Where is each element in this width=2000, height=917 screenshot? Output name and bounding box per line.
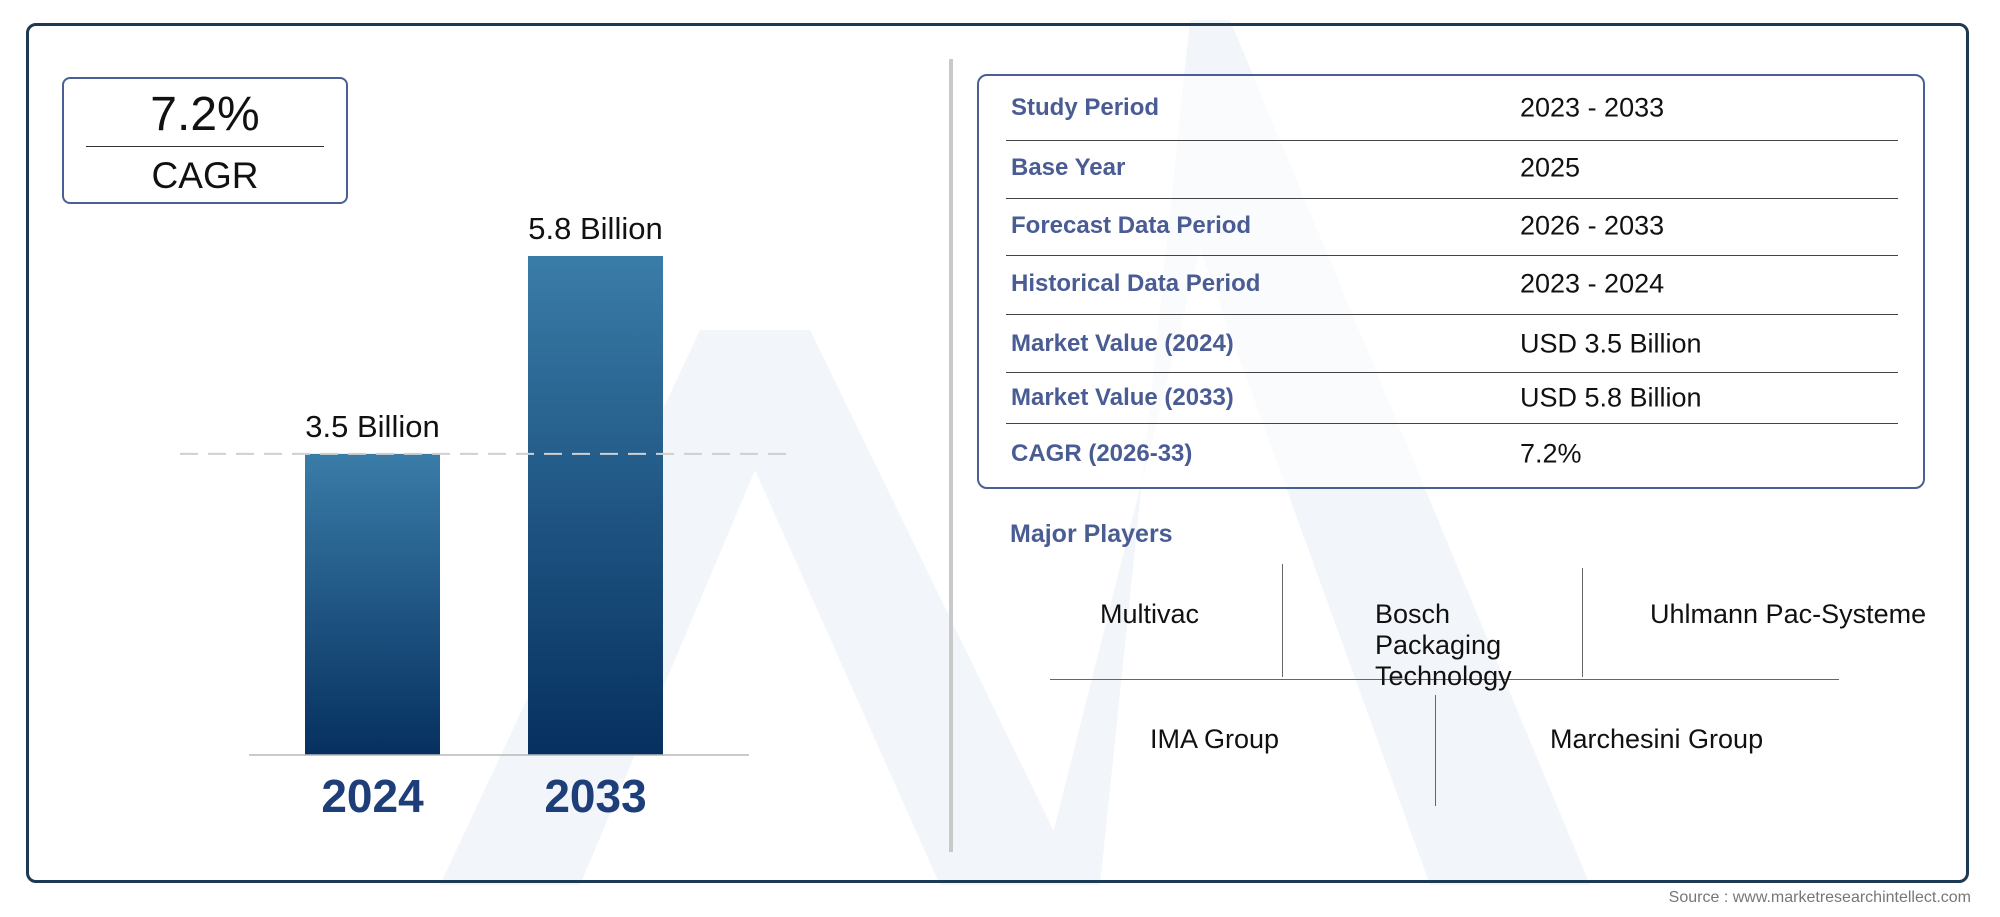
section-divider [949,59,953,852]
bar-2033 [528,256,663,755]
table-row-value: 2025 [1520,152,1581,183]
players-grid-vertical-line [1282,564,1283,677]
bar-2024 [305,453,440,755]
source-credit: Source : www.marketresearchintellect.com [1668,889,1971,906]
players-grid-vertical-line [1582,568,1583,677]
x-tick-label: 2024 [321,770,424,822]
player-bosch: Bosch Packaging Technology [1375,599,1512,691]
table-row-value: USD 5.8 Billion [1520,382,1702,413]
table-row-value: 2023 - 2024 [1520,268,1665,299]
cagr-value: 7.2% [150,88,260,141]
outer-frame [26,23,1969,883]
cagr-card: 7.2% CAGR [62,77,348,204]
table-row-label: Forecast Data Period [1011,212,1252,239]
table-row-value: 2023 - 2033 [1520,92,1665,123]
market-bar-chart: 3.5 Billion 2024 5.8 Billion 2033 [180,211,788,822]
table-row-divider [1006,255,1898,256]
table-row-label: Market Value (2024) [1011,330,1234,357]
bar-data-label: 3.5 Billion [305,409,439,444]
bar-data-label: 5.8 Billion [528,211,662,246]
table-row-divider [1006,198,1898,199]
major-players-title: Major Players [1010,520,1173,548]
table-row-divider [1006,372,1898,373]
table-row-label: Study Period [1011,94,1160,121]
players-grid-vertical-line [1435,695,1436,806]
table-row-label: CAGR (2026-33) [1011,440,1193,467]
table-row-label: Historical Data Period [1011,270,1261,297]
cagr-divider [86,146,324,147]
table-row-value: USD 3.5 Billion [1520,328,1702,359]
table-row-divider [1006,140,1898,141]
cagr-label: CAGR [151,155,259,196]
table-row-value: 2026 - 2033 [1520,210,1665,241]
table-row-divider [1006,423,1898,424]
player-multivac: Multivac [1100,599,1200,629]
table-row-value: 7.2% [1520,438,1582,469]
summary-table [977,74,1925,489]
table-row-divider [1006,314,1898,315]
player-marchesini: Marchesini Group [1550,724,1764,754]
table-row-label: Market Value (2033) [1011,384,1234,411]
players-grid-horizontal-line [1050,679,1839,680]
player-uhlmann: Uhlmann Pac-Systeme [1650,599,1927,629]
player-ima-group: IMA Group [1150,724,1280,754]
table-row-label: Base Year [1011,154,1126,181]
x-tick-label: 2033 [544,770,646,822]
